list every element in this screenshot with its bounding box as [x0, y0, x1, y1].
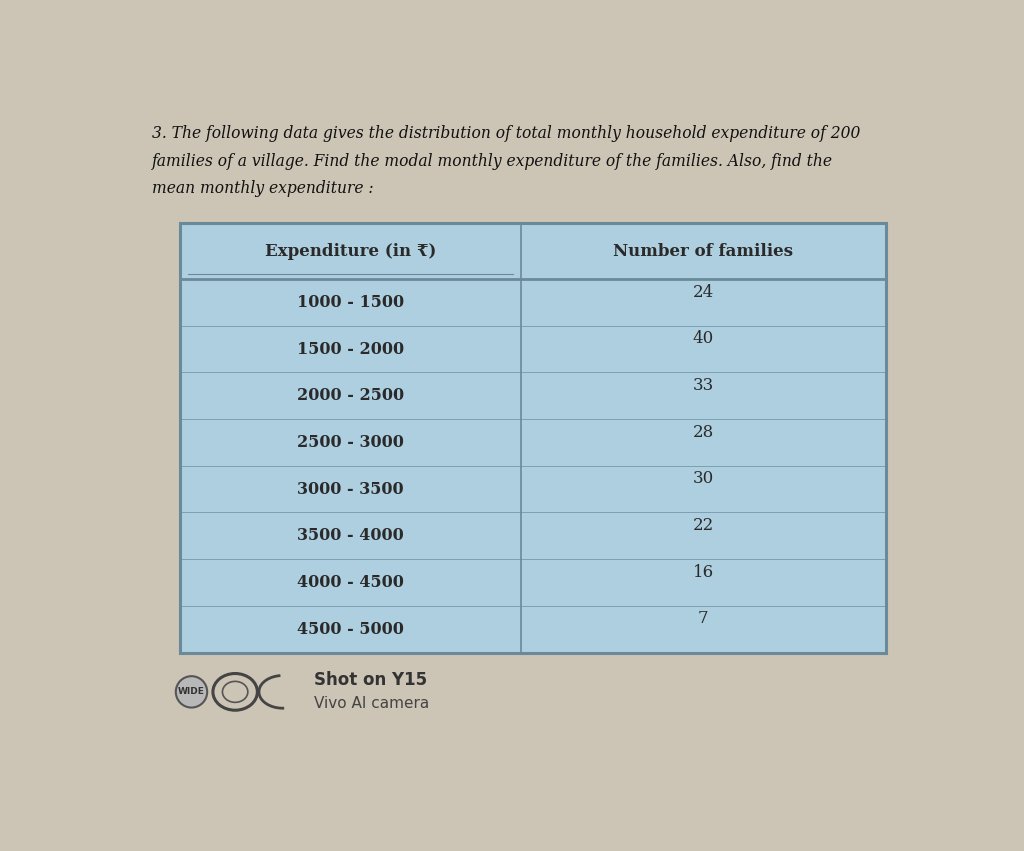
Bar: [179, 223, 886, 653]
Text: 40: 40: [692, 330, 714, 347]
Text: 16: 16: [693, 563, 714, 580]
Text: 4500 - 5000: 4500 - 5000: [297, 620, 403, 637]
Bar: [179, 223, 886, 653]
Text: Number of families: Number of families: [613, 243, 794, 260]
Text: Vivo AI camera: Vivo AI camera: [314, 696, 430, 711]
Text: 2500 - 3000: 2500 - 3000: [297, 434, 403, 451]
Text: 30: 30: [692, 471, 714, 488]
Text: WIDE: WIDE: [178, 688, 205, 696]
Text: 3. The following data gives the distribution of total monthly household expendit: 3. The following data gives the distribu…: [152, 125, 860, 142]
Text: Expenditure (in ₹): Expenditure (in ₹): [264, 243, 436, 260]
Text: Shot on Y15: Shot on Y15: [314, 671, 428, 689]
Text: 2000 - 2500: 2000 - 2500: [297, 387, 403, 404]
Text: mean monthly expenditure :: mean monthly expenditure :: [152, 180, 374, 197]
Text: 1000 - 1500: 1000 - 1500: [297, 294, 403, 311]
Text: 3000 - 3500: 3000 - 3500: [297, 481, 403, 498]
Text: 7: 7: [698, 610, 709, 627]
Text: 3500 - 4000: 3500 - 4000: [297, 528, 403, 545]
Text: 4000 - 4500: 4000 - 4500: [297, 574, 403, 591]
Text: families of a village. Find the modal monthly expenditure of the families. Also,: families of a village. Find the modal mo…: [152, 152, 833, 169]
Text: 24: 24: [692, 283, 714, 300]
Text: 28: 28: [692, 424, 714, 441]
Text: 33: 33: [692, 377, 714, 394]
Text: 22: 22: [692, 517, 714, 534]
Text: 1500 - 2000: 1500 - 2000: [297, 340, 403, 357]
